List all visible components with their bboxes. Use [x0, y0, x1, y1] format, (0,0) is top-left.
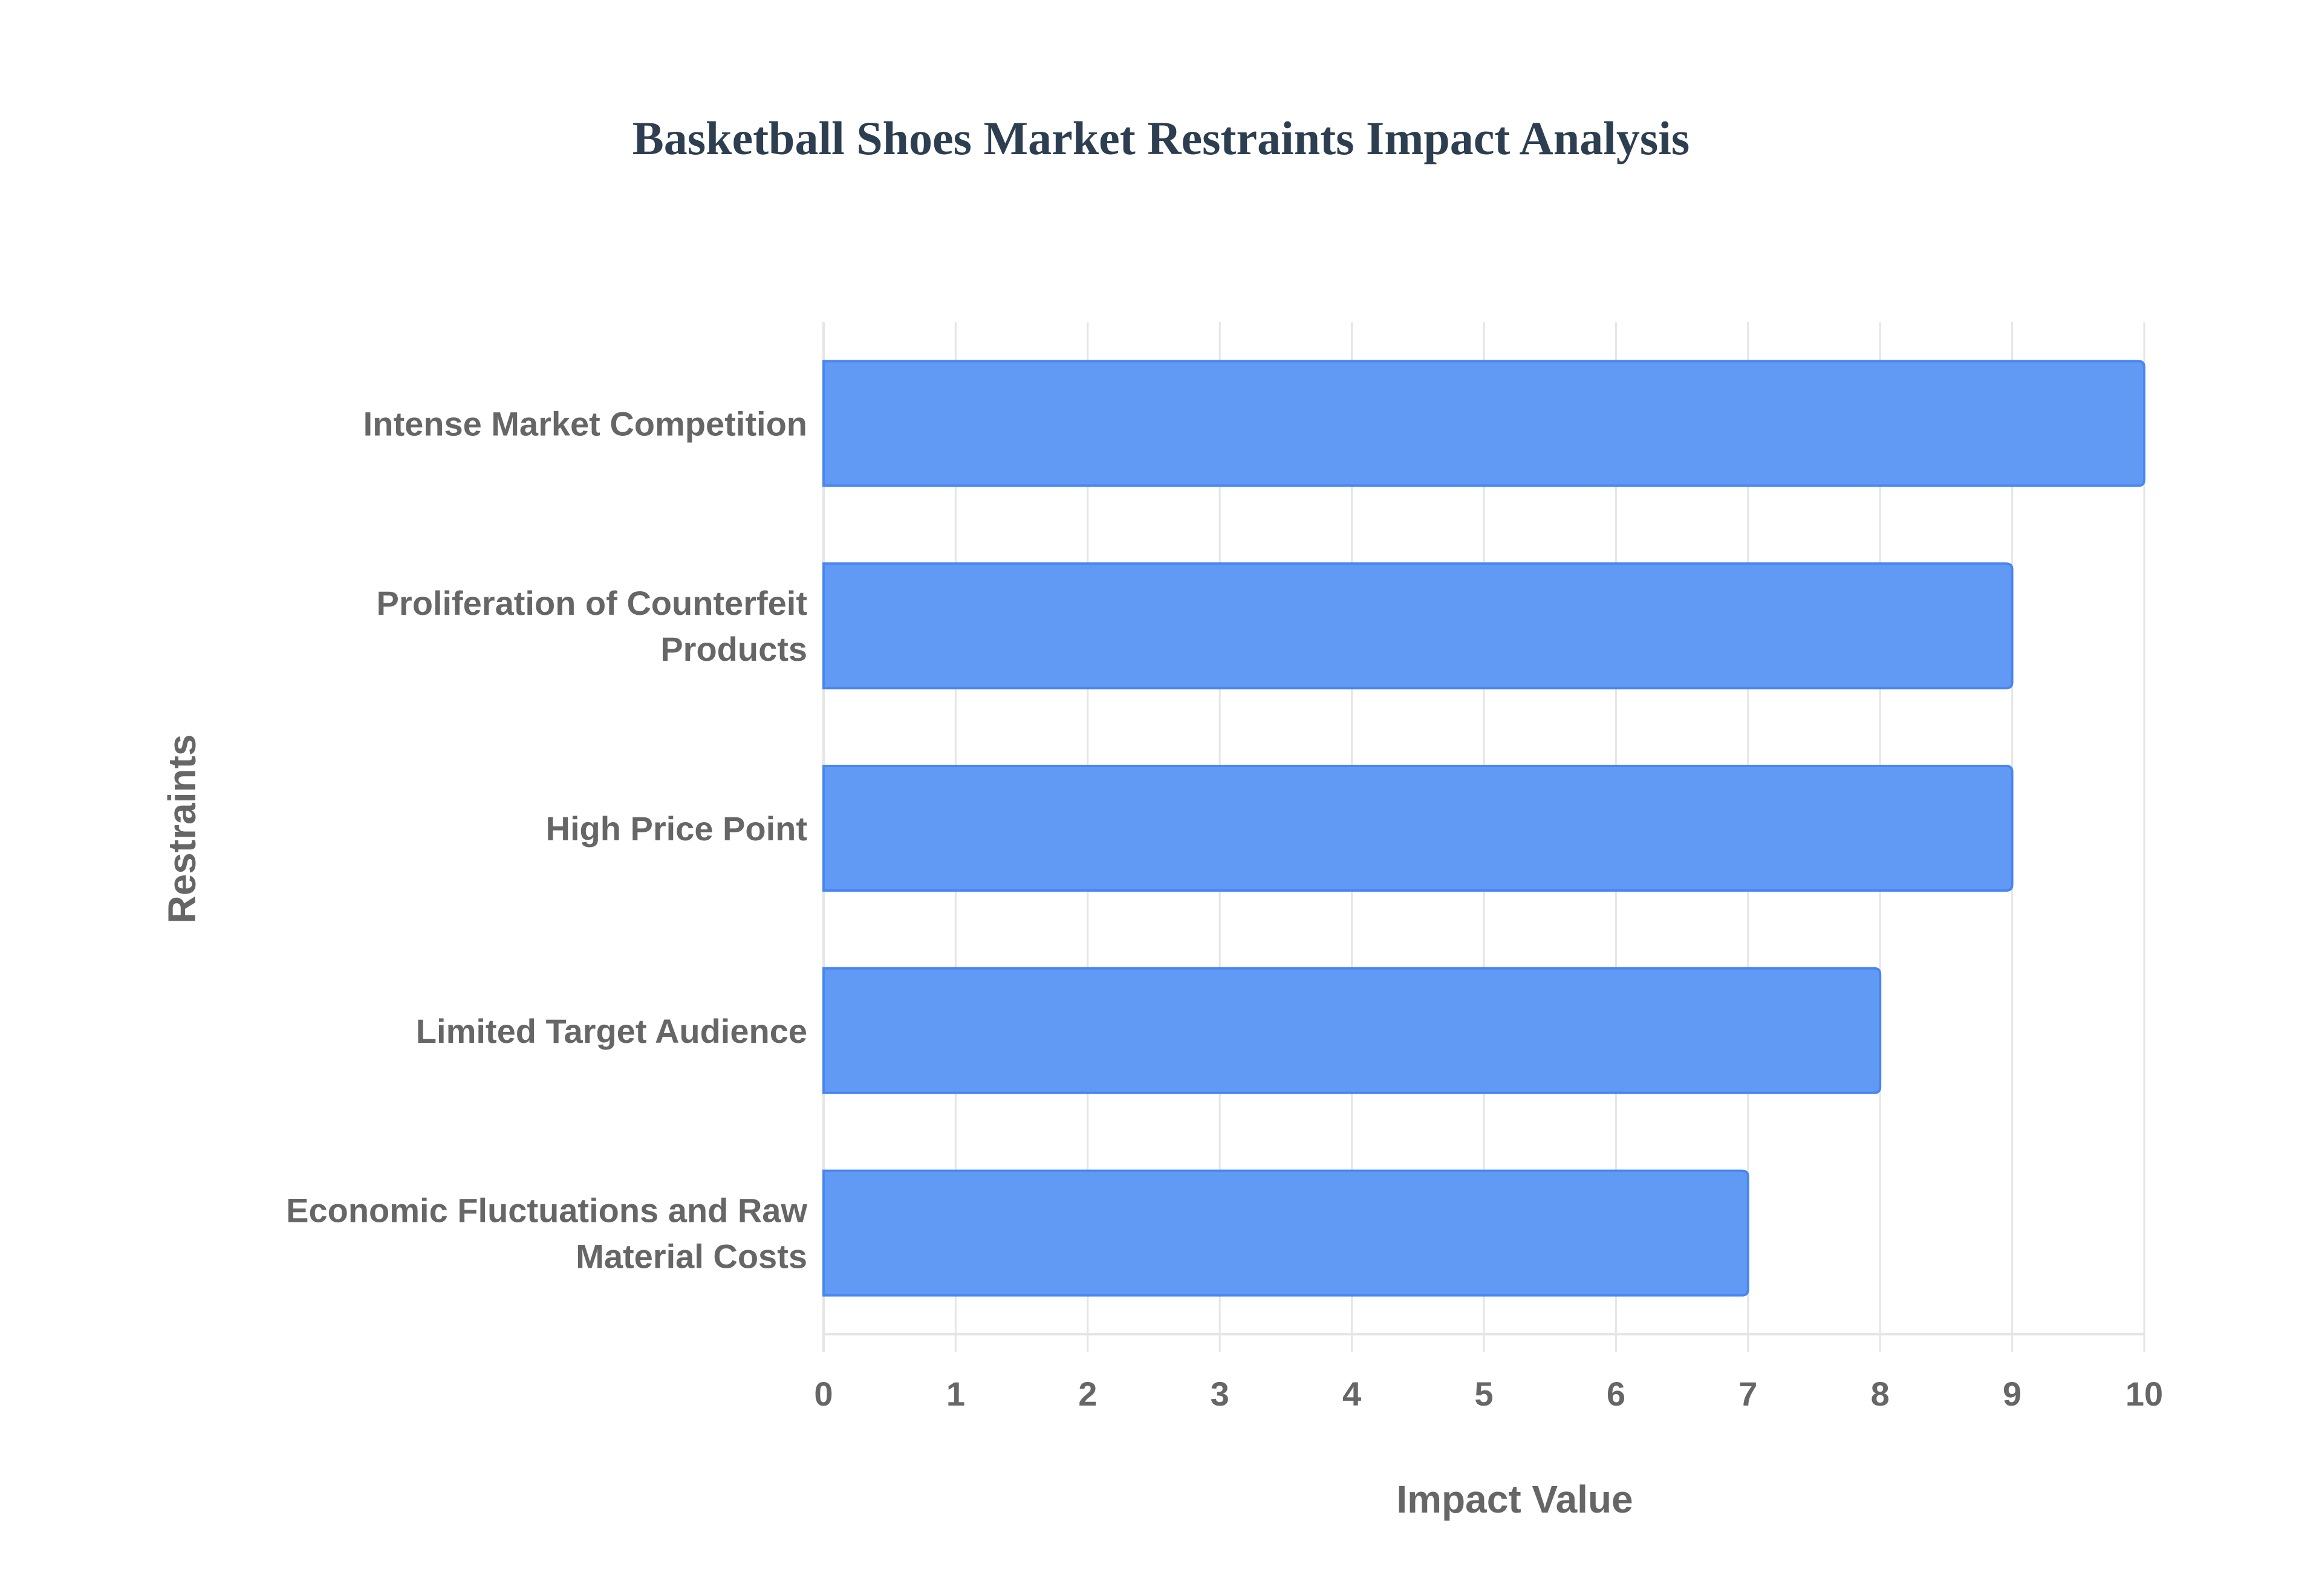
bar	[822, 1169, 1749, 1297]
y-tick-label: Intense Market Competition	[363, 404, 807, 443]
y-tick-label: Limited Target Audience	[416, 1012, 807, 1050]
y-tick-labels: Intense Market Competition Proliferation …	[286, 404, 807, 1275]
x-tick-label: 8	[1871, 1375, 1890, 1413]
x-tick-label: 4	[1342, 1375, 1361, 1413]
bar	[822, 562, 2014, 690]
x-tick-label: 3	[1211, 1375, 1229, 1413]
x-tick-label: 1	[946, 1375, 965, 1413]
y-tick-label: Proliferation of Counterfeit	[377, 584, 807, 622]
x-tick-label: 9	[2003, 1375, 2021, 1413]
bars	[822, 360, 2145, 1297]
x-tick-label: 10	[2125, 1375, 2163, 1413]
x-tick-labels: 0 1 2 3 4 5 6 7 8 9 10	[814, 1375, 2163, 1413]
x-tick-label: 2	[1078, 1375, 1097, 1413]
chart-title: Basketball Shoes Market Restraints Impac…	[633, 112, 1690, 164]
y-tick-label: High Price Point	[546, 809, 808, 848]
y-axis-title: Restraints	[160, 735, 204, 924]
x-tick-label: 6	[1607, 1375, 1625, 1413]
bar	[822, 765, 2014, 892]
y-tick-label: Material Costs	[576, 1238, 807, 1276]
bar	[822, 967, 1882, 1094]
x-axis-title: Impact Value	[1396, 1478, 1633, 1521]
x-tick-label: 5	[1474, 1375, 1493, 1413]
y-tick-label: Products	[660, 630, 807, 668]
bar	[822, 360, 2145, 487]
x-tick-label: 7	[1738, 1375, 1757, 1413]
x-tick-label: 0	[814, 1375, 833, 1413]
y-tick-label: Economic Fluctuations and Raw	[286, 1192, 807, 1230]
